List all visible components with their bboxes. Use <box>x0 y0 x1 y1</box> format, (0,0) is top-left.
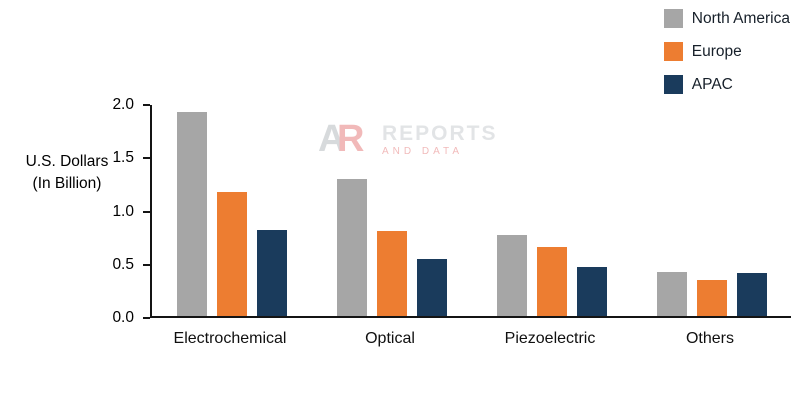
legend-swatch-icon <box>663 75 683 94</box>
bar-optical-europe <box>377 230 407 316</box>
y-tick-mark <box>143 317 150 319</box>
y-tick-mark <box>143 210 150 213</box>
bar-electrochemical-apac <box>257 229 287 316</box>
y-tick-label: 0.5 <box>112 255 134 273</box>
bar-others-europe <box>697 280 727 316</box>
bar-piezoelectric-north-america <box>497 234 527 316</box>
bar-group-optical <box>337 178 447 316</box>
y-axis-title: U.S. Dollars (In Billion) <box>8 151 126 194</box>
legend-label: North America <box>691 9 790 27</box>
y-tick-label: 0.0 <box>112 309 134 326</box>
y-axis-ticks: 0.0 0.5 1.0 1.5 2.0 <box>0 96 150 326</box>
x-category-label: Electrochemical <box>173 330 287 347</box>
y-tick-label: 1.0 <box>112 202 134 220</box>
legend-label: Europe <box>691 42 742 60</box>
bar-electrochemical-europe <box>217 191 247 316</box>
x-category-label: Piezoelectric <box>504 330 596 347</box>
plot-area <box>150 105 791 318</box>
y-axis-title-line2: (In Billion) <box>32 174 102 192</box>
legend-swatch-icon <box>663 42 683 61</box>
bar-others-north-america <box>657 271 687 316</box>
x-category-label: Others <box>685 330 734 347</box>
bar-optical-north-america <box>337 178 367 316</box>
bar-group-electrochemical <box>177 112 287 316</box>
bar-electrochemical-north-america <box>177 112 207 316</box>
legend-label: APAC <box>691 75 733 93</box>
x-category-label: Optical <box>365 330 415 347</box>
legend: North America Europe APAC <box>663 9 790 94</box>
bar-optical-apac <box>417 259 447 316</box>
x-axis-labels: Electrochemical Optical Piezoelectric Other… <box>150 330 791 354</box>
bar-group-others <box>657 271 767 316</box>
y-tick-label: 2.0 <box>112 96 134 113</box>
y-tick-mark <box>143 263 150 266</box>
legend-item-apac: APAC <box>663 75 790 94</box>
legend-item-north-america: North America <box>663 9 790 28</box>
y-tick-mark <box>143 157 150 160</box>
bar-others-apac <box>737 272 767 316</box>
legend-item-europe: Europe <box>663 42 790 61</box>
bar-group-piezoelectric <box>497 234 607 316</box>
y-tick-label: 1.5 <box>112 149 134 167</box>
bar-piezoelectric-europe <box>537 247 567 316</box>
bar-piezoelectric-apac <box>577 267 607 316</box>
y-tick-mark <box>143 104 150 106</box>
y-axis-title-line1: U.S. Dollars <box>25 153 109 170</box>
legend-swatch-icon <box>663 9 683 28</box>
